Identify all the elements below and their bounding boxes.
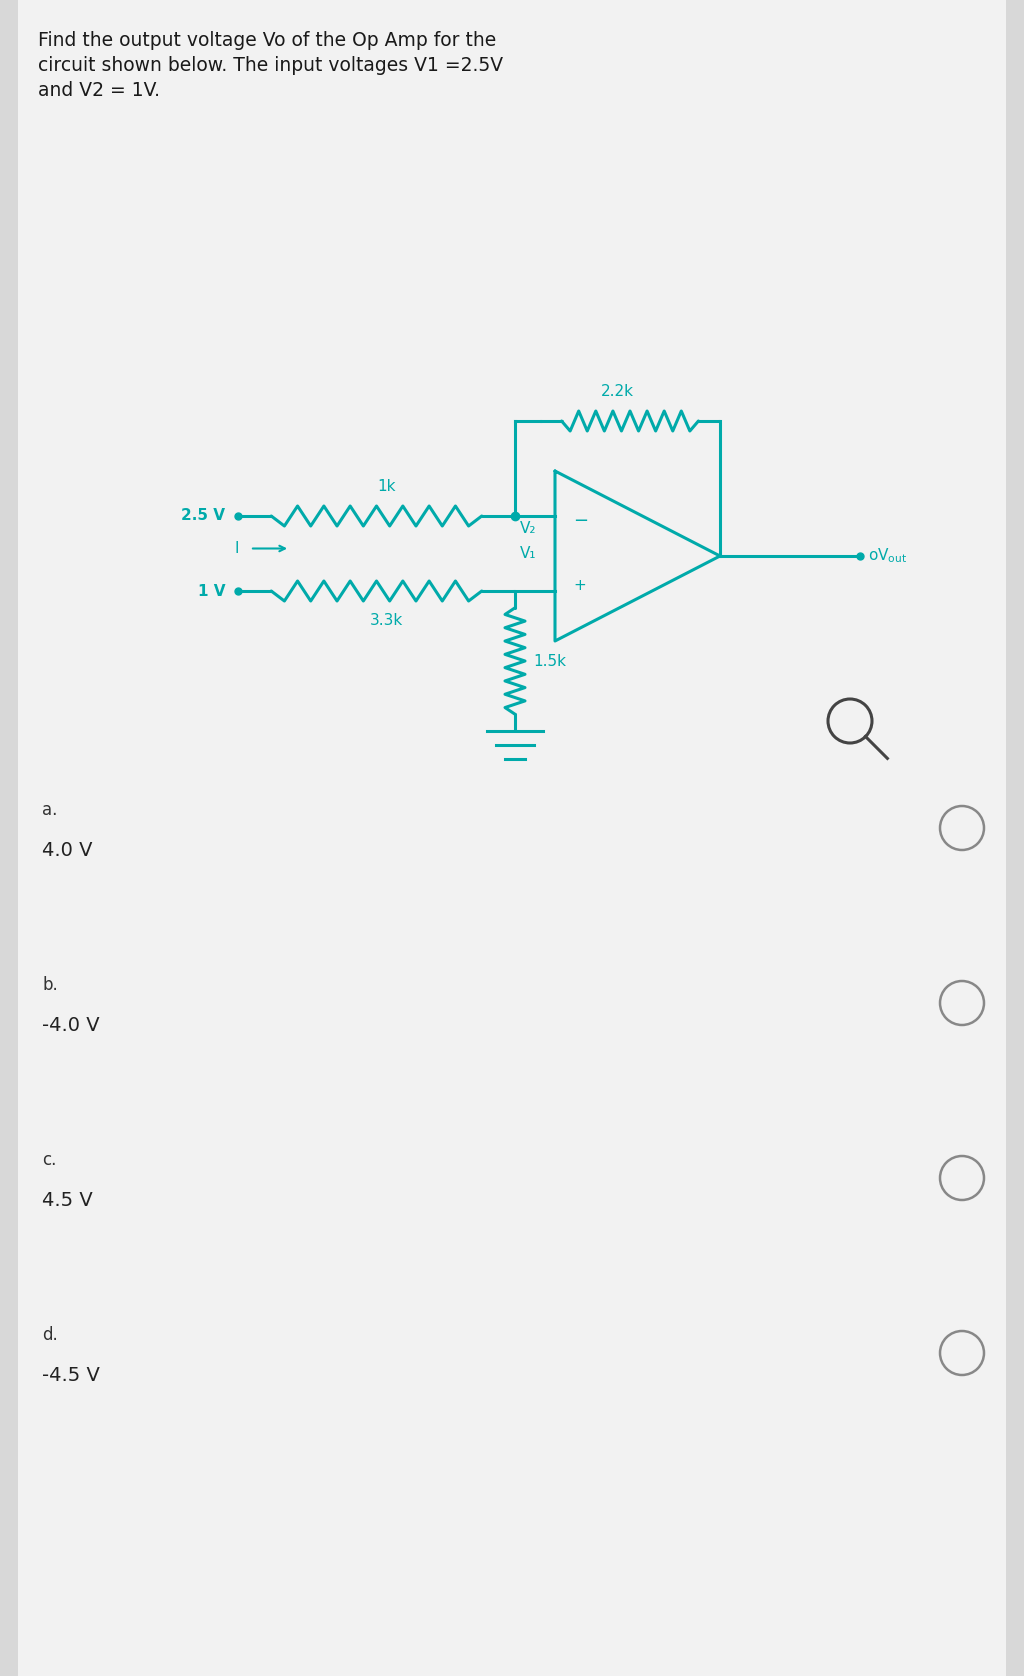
Text: 4.0 V: 4.0 V bbox=[42, 841, 92, 860]
Text: Find the output voltage Vo of the Op Amp for the
circuit shown below. The input : Find the output voltage Vo of the Op Amp… bbox=[38, 30, 503, 101]
Text: 2.5 V: 2.5 V bbox=[181, 508, 225, 523]
Text: I: I bbox=[234, 541, 240, 556]
Text: −: − bbox=[573, 511, 588, 530]
Text: -4.0 V: -4.0 V bbox=[42, 1016, 99, 1036]
Text: 1.5k: 1.5k bbox=[534, 654, 566, 669]
Text: 4.5 V: 4.5 V bbox=[42, 1192, 93, 1210]
Text: d.: d. bbox=[42, 1326, 57, 1344]
Text: 3.3k: 3.3k bbox=[370, 613, 403, 628]
FancyBboxPatch shape bbox=[18, 0, 1006, 1676]
Text: 1 V: 1 V bbox=[198, 583, 225, 598]
Text: a.: a. bbox=[42, 801, 57, 820]
Text: V₁: V₁ bbox=[520, 546, 537, 561]
Text: b.: b. bbox=[42, 975, 57, 994]
Text: c.: c. bbox=[42, 1151, 56, 1168]
Text: 1k: 1k bbox=[377, 479, 395, 494]
Text: -4.5 V: -4.5 V bbox=[42, 1366, 100, 1384]
Text: 2.2k: 2.2k bbox=[601, 384, 634, 399]
Text: +: + bbox=[573, 578, 586, 593]
Text: oV$_{\mathregular{out}}$: oV$_{\mathregular{out}}$ bbox=[868, 546, 907, 565]
Text: V₂: V₂ bbox=[520, 521, 537, 536]
